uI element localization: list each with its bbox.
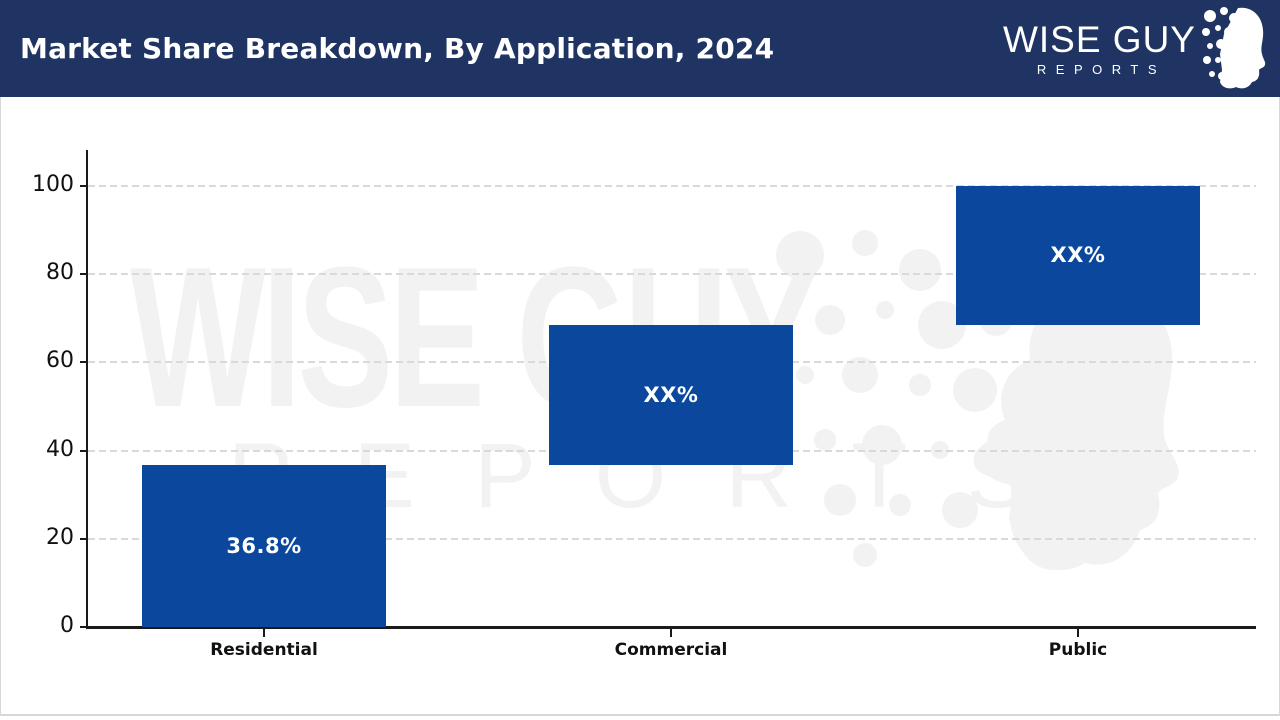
y-tick-mark <box>80 361 88 364</box>
bar-value-label: XX% <box>1050 243 1106 268</box>
x-category-label: Public <box>1048 640 1108 660</box>
y-tick-mark <box>80 449 88 452</box>
y-gridline <box>88 185 1256 187</box>
y-gridline <box>88 537 1256 540</box>
x-category-label: Residential <box>210 640 318 660</box>
y-tick-label: 80 <box>46 260 74 286</box>
page-title: Market Share Breakdown, By Application, … <box>20 32 775 65</box>
x-axis-line <box>86 626 1256 629</box>
bar-value-label: 36.8% <box>226 533 302 558</box>
y-tick-label: 60 <box>46 348 74 374</box>
y-tick-mark <box>80 537 88 540</box>
y-tick-label: 100 <box>32 172 74 197</box>
y-tick-label: 40 <box>46 436 74 462</box>
brand-name: WISE GUY <box>1002 18 1196 60</box>
watermark-letter: P <box>474 425 536 527</box>
page-bottom-border <box>0 714 1280 716</box>
brand-tagline: REPORTS <box>1036 61 1167 77</box>
chart-bar-residential: 36.8% <box>142 464 386 627</box>
brand-logo: WISE GUY REPORTS <box>1003 4 1280 94</box>
y-tick-mark <box>80 273 88 276</box>
chart-bar-public: XX% <box>956 186 1200 325</box>
y-axis-line <box>86 150 88 627</box>
page-left-border <box>0 97 1 715</box>
y-tick-mark <box>80 626 88 628</box>
y-tick-label: 20 <box>46 524 74 550</box>
header-bar: Market Share Breakdown, By Application, … <box>0 0 1280 97</box>
y-gridline <box>88 273 1256 276</box>
x-category-label: Commercial <box>614 640 728 660</box>
x-tick-mark <box>1077 629 1079 637</box>
bar-value-label: XX% <box>643 382 699 407</box>
chart-bar-commercial: XX% <box>549 324 793 465</box>
x-tick-mark <box>263 629 265 637</box>
y-tick-label: 0 <box>60 613 74 638</box>
dotted-head-logo-icon <box>1200 4 1266 94</box>
watermark-dotted-head-icon <box>770 225 1190 574</box>
brand-logo-text: WISE GUY REPORTS <box>1003 21 1196 77</box>
x-tick-mark <box>670 629 672 637</box>
y-tick-mark <box>80 185 88 187</box>
